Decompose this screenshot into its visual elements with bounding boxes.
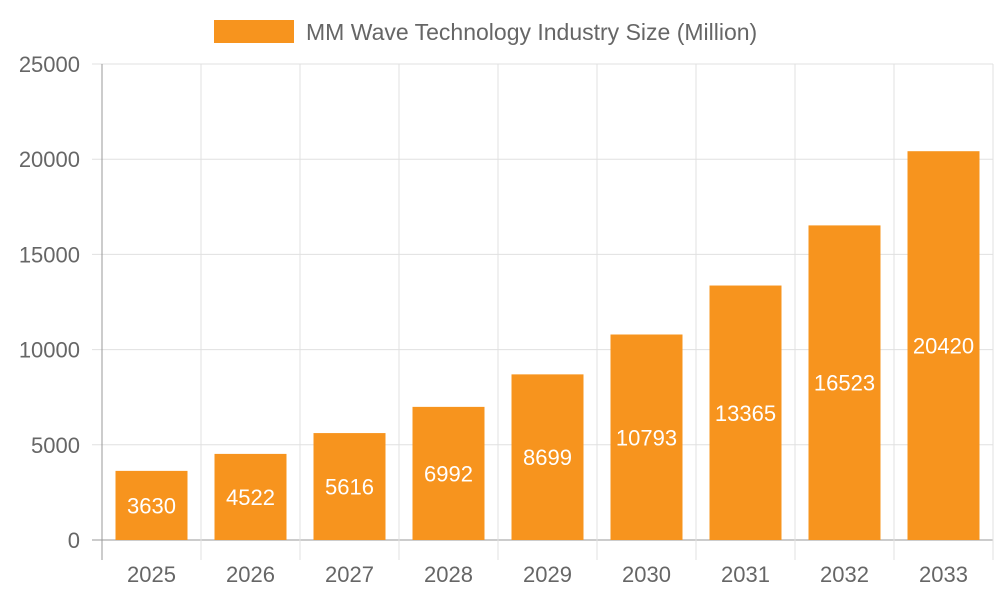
y-tick-label: 25000 — [19, 52, 80, 77]
axes: 0 5000 10000 15000 20000 25000 2025 2026 2027 202… — [19, 52, 968, 587]
y-tick-label: 20000 — [19, 147, 80, 172]
bar — [511, 374, 584, 540]
data-label: 3630 — [127, 493, 176, 518]
data-label: 20420 — [913, 334, 974, 359]
legend[interactable]: MM Wave Technology Industry Size (Millio… — [214, 19, 757, 45]
y-tick-label: 15000 — [19, 242, 80, 267]
data-label: 13365 — [715, 401, 776, 426]
x-tick-label: 2029 — [523, 562, 572, 587]
data-label: 16523 — [814, 371, 875, 396]
bar — [610, 334, 683, 540]
y-tick-label: 0 — [68, 528, 80, 553]
legend-swatch — [214, 20, 294, 43]
bar — [115, 470, 188, 540]
bar — [709, 285, 782, 540]
x-tick-label: 2030 — [622, 562, 671, 587]
grid — [92, 63, 994, 560]
bar — [313, 433, 386, 540]
x-tick-label: 2032 — [820, 562, 869, 587]
y-tick-label: 10000 — [19, 338, 80, 363]
data-label: 4522 — [226, 485, 275, 510]
x-tick-label: 2027 — [325, 562, 374, 587]
bar — [907, 151, 980, 541]
x-tick-label: 2031 — [721, 562, 770, 587]
x-tick-label: 2028 — [424, 562, 473, 587]
bar — [808, 225, 881, 540]
bar — [214, 453, 287, 540]
x-tick-label: 2033 — [919, 562, 968, 587]
data-label: 6992 — [424, 461, 473, 486]
y-tick-label: 5000 — [31, 433, 80, 458]
data-label: 8699 — [523, 445, 572, 470]
legend-label: MM Wave Technology Industry Size (Millio… — [306, 19, 757, 45]
x-tick-label: 2025 — [127, 562, 176, 587]
x-tick-label: 2026 — [226, 562, 275, 587]
data-label: 5616 — [325, 475, 374, 500]
bar — [412, 406, 485, 540]
bars: 3630 4522 5616 6992 8699 10793 13365 16523 20420 — [115, 151, 980, 541]
data-label: 10793 — [616, 425, 677, 450]
